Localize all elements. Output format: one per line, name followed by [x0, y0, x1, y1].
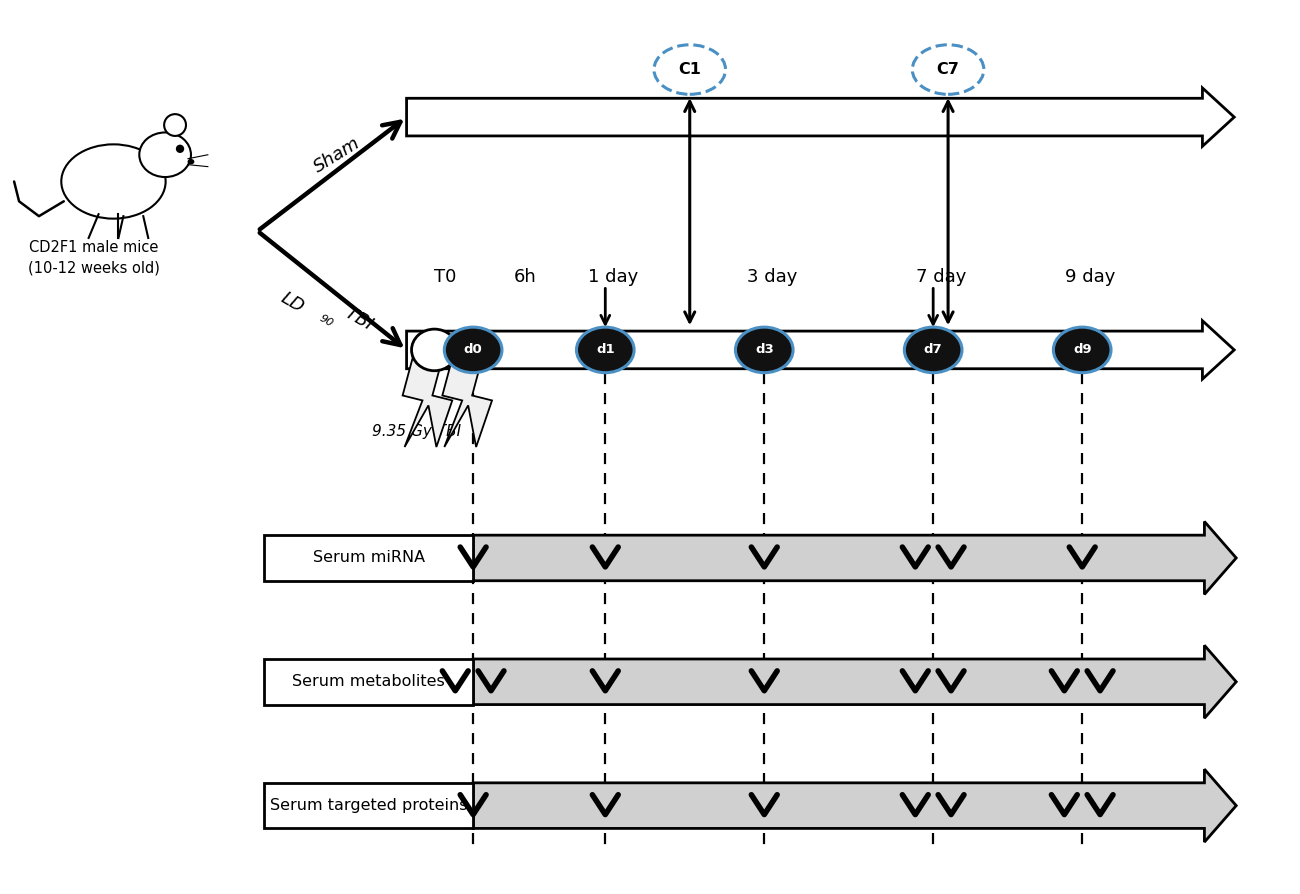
Text: d7: d7: [924, 343, 942, 357]
Ellipse shape: [576, 327, 634, 373]
Text: Serum metabolites: Serum metabolites: [292, 674, 445, 689]
Text: d9: d9: [1072, 343, 1092, 357]
Text: C7: C7: [936, 62, 959, 77]
FancyBboxPatch shape: [264, 659, 473, 704]
Polygon shape: [442, 351, 491, 447]
Text: T0: T0: [434, 267, 456, 285]
Text: C1: C1: [679, 62, 701, 77]
Text: d1: d1: [595, 343, 615, 357]
Ellipse shape: [177, 146, 183, 152]
Text: Sham: Sham: [311, 133, 364, 176]
Ellipse shape: [1053, 327, 1112, 373]
FancyArrow shape: [473, 521, 1236, 595]
Text: CD2F1 male mice
(10-12 weeks old): CD2F1 male mice (10-12 weeks old): [27, 240, 160, 275]
Text: Serum miRNA: Serum miRNA: [313, 551, 425, 566]
Ellipse shape: [905, 327, 962, 373]
Text: d3: d3: [755, 343, 774, 357]
Text: 3 day: 3 day: [747, 267, 797, 285]
Text: d0: d0: [464, 343, 482, 357]
Ellipse shape: [736, 327, 793, 373]
FancyBboxPatch shape: [264, 783, 473, 829]
Text: 9.35 Gy TBI: 9.35 Gy TBI: [372, 424, 461, 439]
Ellipse shape: [412, 329, 458, 371]
Text: 1 day: 1 day: [588, 267, 638, 285]
FancyArrow shape: [473, 645, 1236, 718]
Text: 9 day: 9 day: [1065, 267, 1115, 285]
Text: 7 day: 7 day: [916, 267, 966, 285]
Text: TBI: TBI: [337, 301, 376, 333]
Ellipse shape: [445, 327, 502, 373]
Text: 6h: 6h: [514, 267, 536, 285]
Ellipse shape: [188, 160, 194, 164]
FancyArrow shape: [473, 769, 1236, 842]
FancyBboxPatch shape: [264, 536, 473, 581]
Ellipse shape: [61, 144, 165, 219]
Text: 90: 90: [317, 313, 334, 329]
Text: Serum targeted proteins: Serum targeted proteins: [270, 798, 468, 814]
Ellipse shape: [139, 132, 191, 177]
FancyArrow shape: [407, 88, 1234, 147]
FancyArrow shape: [407, 321, 1234, 379]
Ellipse shape: [164, 114, 186, 136]
Polygon shape: [403, 351, 452, 447]
Text: LD: LD: [277, 289, 307, 316]
